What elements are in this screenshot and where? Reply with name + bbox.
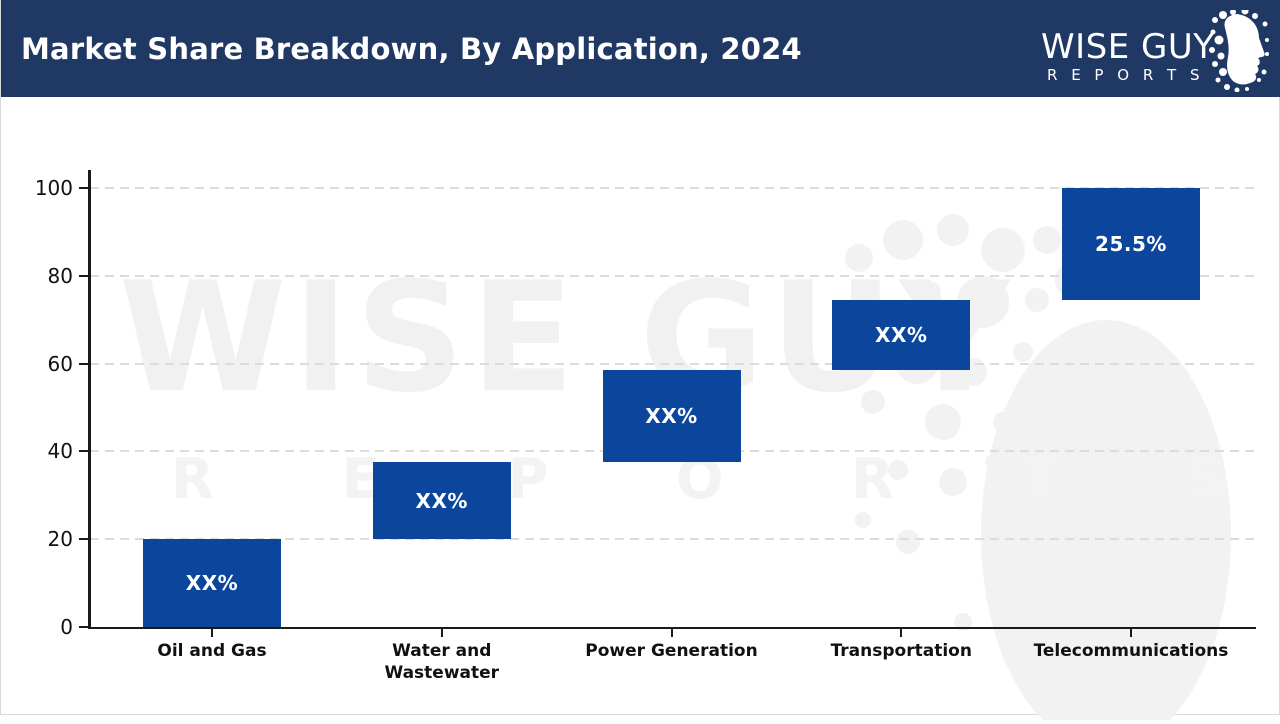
y-tick-mark: [79, 626, 88, 628]
x-category-label: Oil and Gas: [157, 641, 267, 661]
x-category-label: Transportation: [830, 641, 972, 661]
x-axis-line: [88, 626, 1256, 629]
y-tick-label: 80: [47, 263, 73, 288]
bar: 25.5%: [1062, 187, 1200, 300]
bar: XX%: [832, 299, 971, 371]
bar: XX%: [372, 462, 511, 540]
y-tick-label: 40: [47, 439, 73, 464]
logo-face-icon: [1209, 9, 1269, 92]
y-tick-label: 100: [34, 175, 73, 200]
bar-value-label: 25.5%: [1095, 231, 1167, 256]
header: Market Share Breakdown, By Application, …: [1, 0, 1280, 97]
bar: XX%: [143, 539, 281, 627]
gridline: [90, 274, 1256, 277]
chart-title: Market Share Breakdown, By Application, …: [21, 31, 802, 66]
bar-value-label: XX%: [415, 488, 468, 513]
x-category-label: Water and Wastewater: [384, 641, 500, 684]
bar: XX%: [602, 370, 741, 463]
bar-value-label: XX%: [185, 571, 239, 596]
x-tick-mark: [900, 629, 903, 637]
logo-text-line2: R E P O R T S: [1047, 66, 1204, 84]
x-tick-mark: [1130, 629, 1132, 637]
y-tick-mark: [79, 538, 88, 541]
bar-value-label: XX%: [875, 323, 928, 348]
x-tick-mark: [211, 629, 213, 637]
y-axis-line: [88, 170, 91, 629]
logo-text-line1: WISE GUY: [1041, 27, 1215, 67]
gridline: [90, 362, 1256, 365]
bar-value-label: XX%: [645, 404, 698, 429]
gridline: [90, 186, 1256, 189]
y-tick-mark: [79, 362, 88, 365]
x-tick-mark: [440, 629, 443, 637]
x-tick-mark: [670, 629, 673, 637]
y-tick-mark: [79, 186, 88, 189]
x-category-label: Power Generation: [585, 641, 758, 661]
gridline: [90, 538, 1256, 541]
y-tick-mark: [79, 450, 88, 453]
y-tick-label: 0: [60, 615, 73, 639]
y-tick-label: 60: [47, 351, 73, 376]
y-tick-mark: [79, 274, 88, 277]
x-category-label: Telecommunications: [1033, 641, 1229, 661]
wise-guy-logo: WISE GUY R E P O R T S: [1041, 9, 1269, 92]
y-tick-label: 20: [47, 527, 73, 552]
